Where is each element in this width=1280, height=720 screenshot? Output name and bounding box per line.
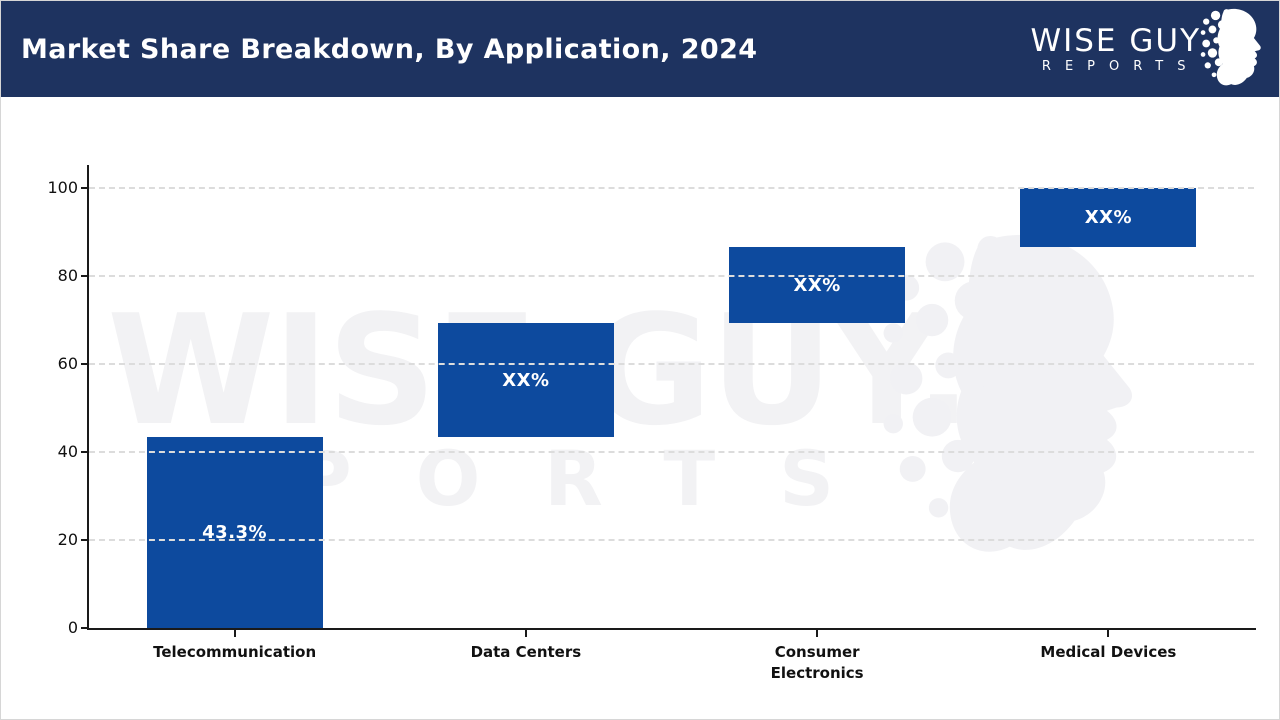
watermark-text-line2: PORTS [296,434,898,523]
gridline-60 [89,363,1254,365]
x-tick-mark-0 [233,630,236,637]
category-label-1: Data Centers [470,643,582,661]
gridline-20 [89,539,1254,541]
x-axis-line [87,628,1256,630]
header-banner: Market Share Breakdown, By Application, … [1,1,1279,97]
category-label-3: Medical Devices [1040,643,1177,661]
y-tick-mark-100 [81,187,89,189]
x-tick-mark-3 [1107,630,1110,637]
logo-wordmark: WISE GUY [1030,22,1201,59]
category-label-0: Telecommunication [153,643,317,661]
x-tick-mark-1 [524,630,527,637]
y-axis-line [87,165,89,630]
y-tick-mark-20 [81,539,89,541]
y-tick-mark-40 [81,451,89,453]
y-tick-label-100: 100 [47,178,78,197]
logo-text: WISE GUY REPORTS [1030,24,1201,74]
y-tick-mark-0 [81,627,89,629]
dotted-head-profile-icon [1195,6,1269,92]
x-tick-mark-2 [816,630,819,637]
wise-guy-reports-logo: WISE GUY REPORTS [1030,6,1269,92]
y-tick-label-0: 0 [67,618,78,637]
bar-segment-0: 43.3% [146,437,323,628]
bar-segment-1: XX% [437,323,614,438]
bar-value-label: XX% [502,369,550,391]
bar-value-label: XX% [1084,206,1133,228]
y-tick-label-40: 40 [57,442,78,461]
y-tick-label-20: 20 [57,530,78,549]
bar-value-label: XX% [793,274,841,296]
y-tick-mark-80 [81,275,89,277]
gridline-100 [89,187,1254,189]
bar-segment-2: XX% [729,246,906,324]
category-label-2: Consumer Electronics [770,643,864,682]
bar-value-label: 43.3% [202,522,268,544]
y-tick-mark-60 [81,363,89,365]
page-title: Market Share Breakdown, By Application, … [21,33,758,65]
gridline-80 [89,275,1254,277]
y-tick-label-80: 80 [57,266,78,285]
watermark-dotted-head-profile-icon [867,223,1159,579]
bar-segment-3: XX% [1020,188,1197,247]
y-tick-label-60: 60 [57,354,78,373]
logo-subtext: REPORTS [1041,59,1200,75]
gridline-40 [89,451,1254,453]
